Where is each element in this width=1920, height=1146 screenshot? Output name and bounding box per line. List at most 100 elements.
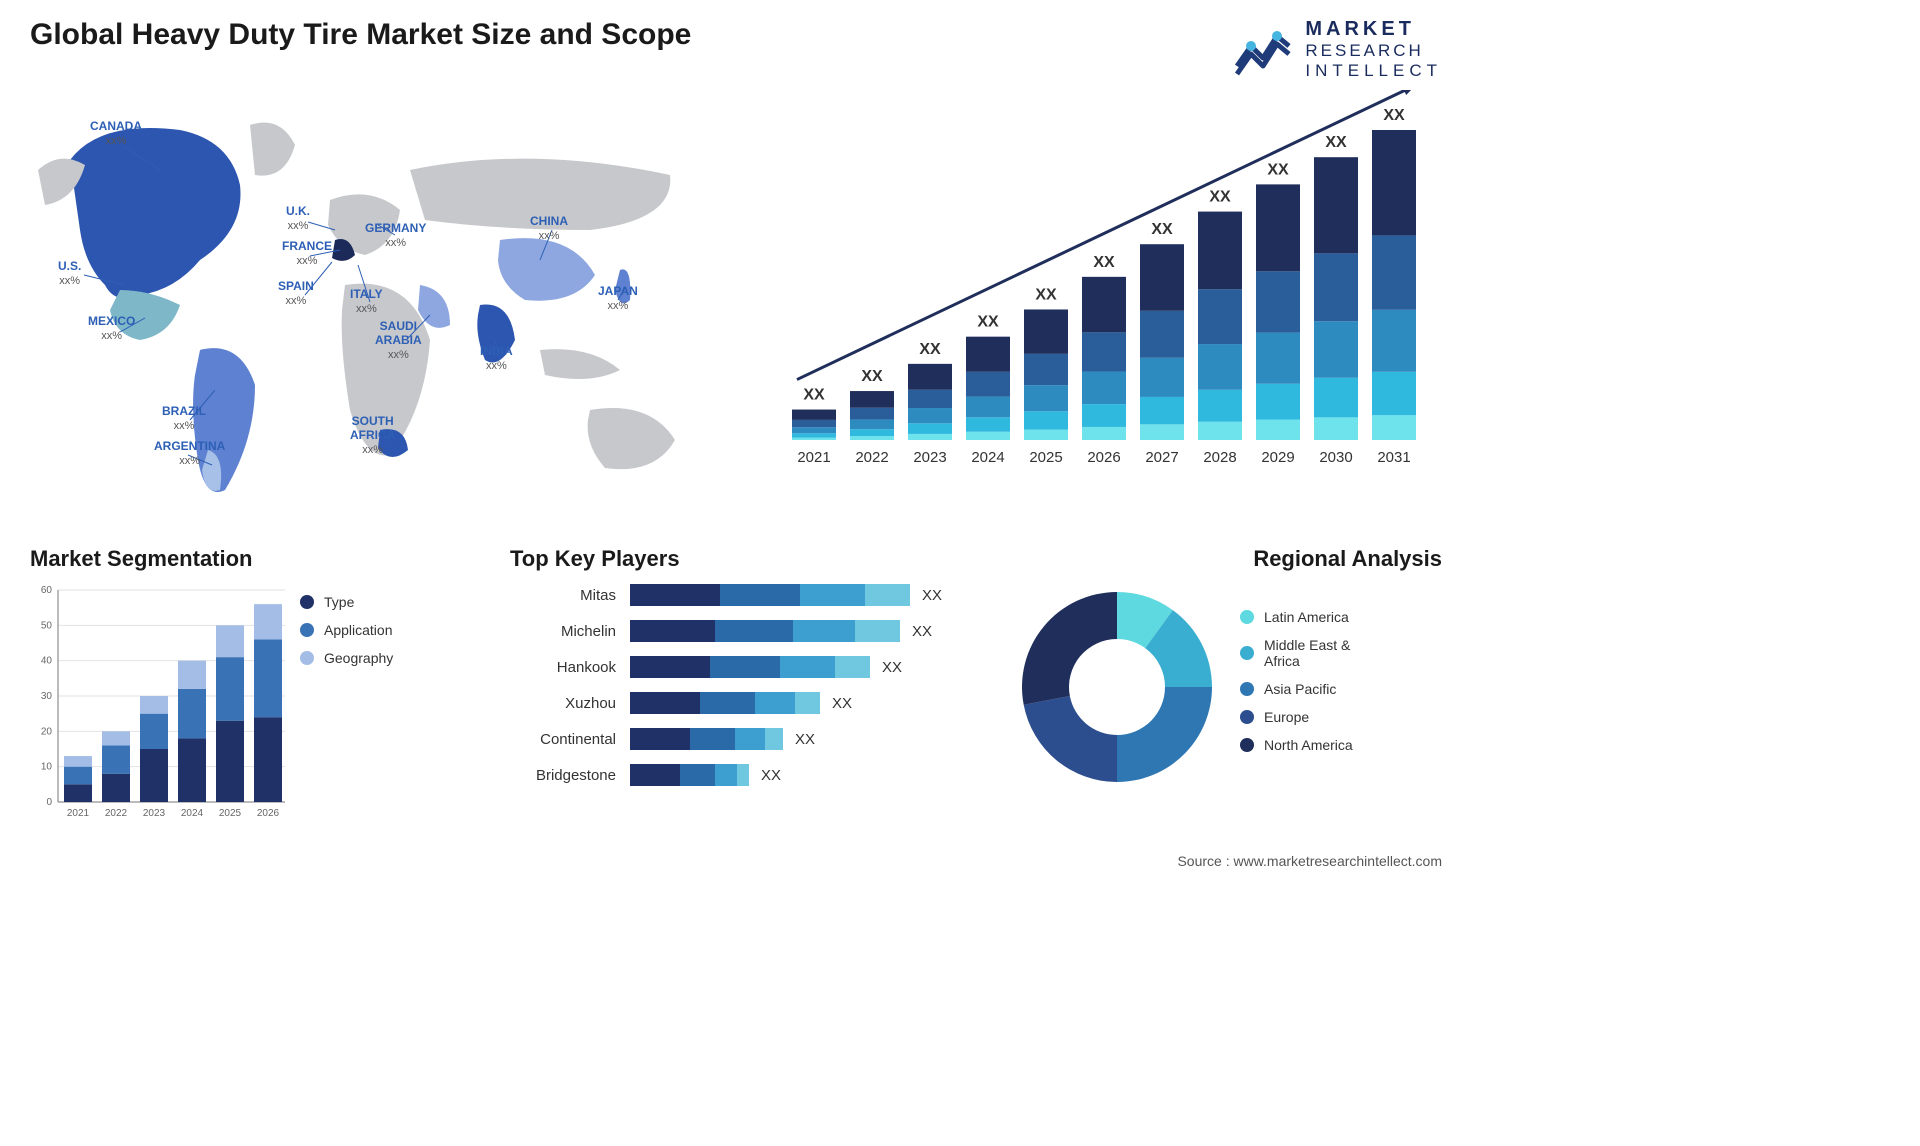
svg-text:2029: 2029: [1261, 449, 1294, 466]
country-label: FRANCExx%: [282, 240, 332, 268]
svg-text:XX: XX: [1151, 221, 1173, 238]
svg-text:2027: 2027: [1145, 449, 1178, 466]
player-name: Mitas: [510, 587, 630, 604]
regional-title: Regional Analysis: [1012, 546, 1442, 572]
svg-text:XX: XX: [1093, 254, 1115, 271]
country-label: INDIAxx%: [480, 345, 513, 373]
svg-text:2022: 2022: [105, 808, 128, 819]
legend-item: Geography: [300, 650, 393, 666]
svg-text:30: 30: [41, 691, 53, 702]
legend-item: Europe: [1240, 709, 1353, 725]
svg-text:XX: XX: [977, 314, 999, 331]
legend-item: Latin America: [1240, 609, 1353, 625]
logo-icon: [1233, 22, 1293, 78]
country-label: SOUTHAFRICAxx%: [350, 415, 395, 456]
svg-text:2021: 2021: [797, 449, 830, 466]
player-name: Michelin: [510, 623, 630, 640]
country-label: MEXICOxx%: [88, 315, 135, 343]
logo-text-2: RESEARCH: [1305, 41, 1442, 61]
svg-text:2026: 2026: [1087, 449, 1120, 466]
player-name: Xuzhou: [510, 695, 630, 712]
svg-text:XX: XX: [1035, 286, 1057, 303]
legend-item: North America: [1240, 737, 1353, 753]
forecast-chart: XX 2021 XX 2022 XX 2023 XX 2024 XX 2025 XX 2026 XX 20…: [782, 90, 1442, 490]
player-name: Continental: [510, 731, 630, 748]
svg-text:2024: 2024: [971, 449, 1004, 466]
segmentation-chart: 0 10 20 30 40 50 60 2021 2022 2023 2024 2025 2026: [30, 582, 290, 822]
svg-text:XX: XX: [1209, 189, 1231, 206]
country-label: SPAINxx%: [278, 280, 314, 308]
svg-text:0: 0: [46, 797, 52, 808]
segmentation-title: Market Segmentation: [30, 546, 460, 572]
svg-text:50: 50: [41, 620, 53, 631]
player-value: XX: [761, 767, 781, 784]
player-row: Mitas XX: [510, 582, 990, 608]
svg-text:10: 10: [41, 762, 53, 773]
legend-item: Type: [300, 594, 393, 610]
player-bar: [630, 692, 820, 714]
svg-text:2024: 2024: [181, 808, 204, 819]
svg-text:2025: 2025: [1029, 449, 1062, 466]
player-row: Bridgestone XX: [510, 762, 990, 788]
player-value: XX: [912, 623, 932, 640]
country-label: BRAZILxx%: [162, 405, 206, 433]
svg-text:XX: XX: [803, 387, 825, 404]
svg-text:60: 60: [41, 585, 53, 596]
country-label: CANADAxx%: [90, 120, 142, 148]
svg-text:XX: XX: [861, 368, 883, 385]
svg-text:2031: 2031: [1377, 449, 1410, 466]
player-value: XX: [882, 659, 902, 676]
player-bar: [630, 656, 870, 678]
player-name: Hankook: [510, 659, 630, 676]
svg-text:XX: XX: [919, 341, 941, 358]
player-value: XX: [922, 587, 942, 604]
regional-donut: [1012, 582, 1222, 792]
svg-text:20: 20: [41, 726, 53, 737]
svg-text:XX: XX: [1325, 134, 1347, 151]
svg-text:2023: 2023: [913, 449, 946, 466]
svg-text:XX: XX: [1383, 107, 1405, 124]
segmentation-legend: Type Application Geography: [300, 594, 393, 678]
legend-item: Asia Pacific: [1240, 681, 1353, 697]
country-label: ARGENTINAxx%: [154, 440, 225, 468]
country-label: CHINAxx%: [530, 215, 568, 243]
svg-text:2023: 2023: [143, 808, 166, 819]
legend-item: Middle East &Africa: [1240, 637, 1353, 669]
player-row: Michelin XX: [510, 618, 990, 644]
player-value: XX: [832, 695, 852, 712]
svg-text:2021: 2021: [67, 808, 90, 819]
regional-legend: Latin America Middle East &Africa Asia Pac…: [1240, 609, 1353, 765]
country-label: U.K.xx%: [286, 205, 310, 233]
regional-section: Regional Analysis Latin America Middle Ea…: [1012, 546, 1442, 792]
player-bar: [630, 620, 900, 642]
svg-text:XX: XX: [1267, 161, 1289, 178]
player-row: Continental XX: [510, 726, 990, 752]
world-map: CANADAxx% U.S.xx% MEXICOxx% BRAZILxx% ARGENT…: [30, 90, 730, 510]
key-players-section: Top Key Players MitasXXMichelinXXHankook…: [510, 546, 990, 798]
player-row: Xuzhou XX: [510, 690, 990, 716]
page-title: Global Heavy Duty Tire Market Size and S…: [30, 18, 691, 52]
svg-text:2026: 2026: [257, 808, 280, 819]
country-label: JAPANxx%: [598, 285, 638, 313]
country-label: ITALYxx%: [350, 288, 383, 316]
player-bar: [630, 728, 783, 750]
logo-text-3: INTELLECT: [1305, 61, 1442, 81]
svg-text:2025: 2025: [219, 808, 242, 819]
brand-logo: MARKET RESEARCH INTELLECT: [1233, 18, 1442, 81]
key-players-title: Top Key Players: [510, 546, 990, 572]
svg-text:2028: 2028: [1203, 449, 1236, 466]
player-bar: [630, 764, 749, 786]
country-label: U.S.xx%: [58, 260, 81, 288]
logo-text-1: MARKET: [1305, 18, 1442, 41]
country-label: GERMANYxx%: [365, 222, 426, 250]
player-value: XX: [795, 731, 815, 748]
source-label: Source : www.marketresearchintellect.com: [1177, 853, 1442, 869]
svg-text:2022: 2022: [855, 449, 888, 466]
svg-text:40: 40: [41, 656, 53, 667]
player-name: Bridgestone: [510, 767, 630, 784]
country-label: SAUDIARABIAxx%: [375, 320, 422, 361]
segmentation-section: Market Segmentation 0 10 20 30 40 50 60 2021 202…: [30, 546, 460, 827]
player-row: Hankook XX: [510, 654, 990, 680]
player-bar: [630, 584, 910, 606]
legend-item: Application: [300, 622, 393, 638]
